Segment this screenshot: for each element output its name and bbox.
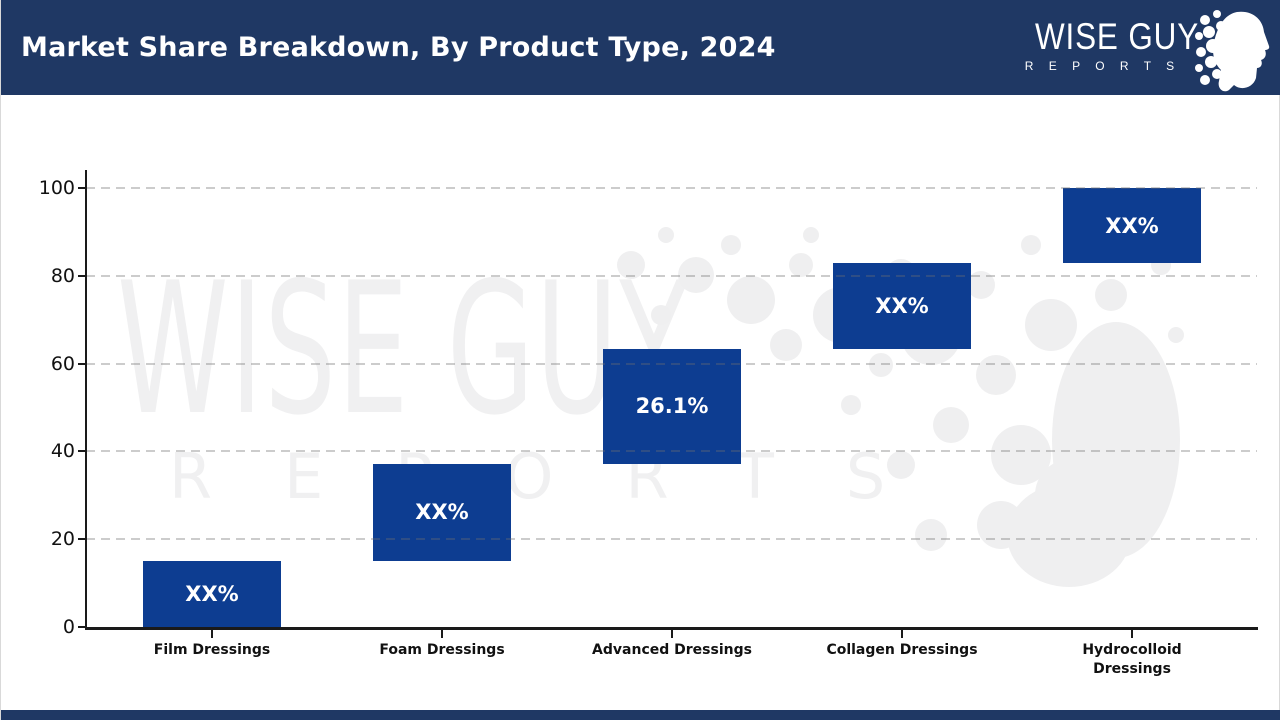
x-tick-mark (901, 630, 903, 638)
wise-guy-reports-logo: WISE GUY R E P O R T S (1009, 4, 1271, 92)
logo-wise-guy-text: WISE GUY (1034, 16, 1199, 57)
watermark-wordmark: WISE GUY (117, 243, 690, 455)
x-tick-mark (441, 630, 443, 638)
logo-wordmark: WISE GUY R E P O R T S (1006, 18, 1199, 73)
y-tick-label: 0 (62, 616, 75, 638)
x-category-label: Foam Dressings (379, 642, 505, 658)
watermark-reports-text: REPORTS (169, 440, 958, 513)
bar-value-label: XX% (185, 582, 239, 607)
gridline (86, 538, 1257, 541)
bar-value-label: 26.1% (635, 394, 709, 419)
bar: XX% (143, 561, 281, 627)
bar-value-label: XX% (875, 294, 929, 319)
y-tick-label: 20 (50, 528, 75, 551)
bar-value-label: XX% (1105, 213, 1159, 238)
y-tick-mark (78, 626, 86, 628)
y-tick-mark (78, 362, 86, 365)
bar: XX% (1063, 188, 1201, 264)
y-tick-label: 60 (50, 352, 75, 375)
gridline (86, 274, 1257, 277)
x-tick-mark (1131, 630, 1133, 638)
chart-title: Market Share Breakdown, By Product Type,… (21, 32, 776, 63)
x-category-label: Film Dressings (153, 642, 271, 658)
x-category-label: Advanced Dressings (592, 642, 752, 658)
logo-reports-text: R E P O R T S (1024, 59, 1181, 73)
footer-bar (1, 710, 1280, 720)
y-tick-mark (78, 274, 86, 277)
x-tick-mark (671, 630, 673, 638)
x-tick-mark (211, 630, 213, 638)
gridline (86, 187, 1257, 189)
gridline (86, 362, 1257, 365)
y-tick-label: 100 (38, 177, 75, 199)
gridline (86, 450, 1257, 453)
y-tick-mark (78, 187, 86, 189)
y-tick-label: 80 (50, 264, 75, 287)
bar-value-label: XX% (415, 500, 469, 525)
bar: XX% (833, 263, 971, 350)
y-tick-mark (78, 538, 86, 541)
bar: 26.1% (603, 349, 741, 464)
bar: XX% (373, 463, 511, 562)
y-tick-label: 40 (50, 440, 75, 463)
x-axis (85, 627, 1258, 630)
y-axis (85, 170, 87, 629)
title-bar: Market Share Breakdown, By Product Type,… (1, 0, 1280, 95)
logo-head-icon (1195, 10, 1270, 92)
x-category-label: Collagen Dressings (826, 642, 978, 658)
y-tick-mark (78, 450, 86, 453)
x-category-label: Hydrocolloid Dressings (1082, 642, 1182, 677)
